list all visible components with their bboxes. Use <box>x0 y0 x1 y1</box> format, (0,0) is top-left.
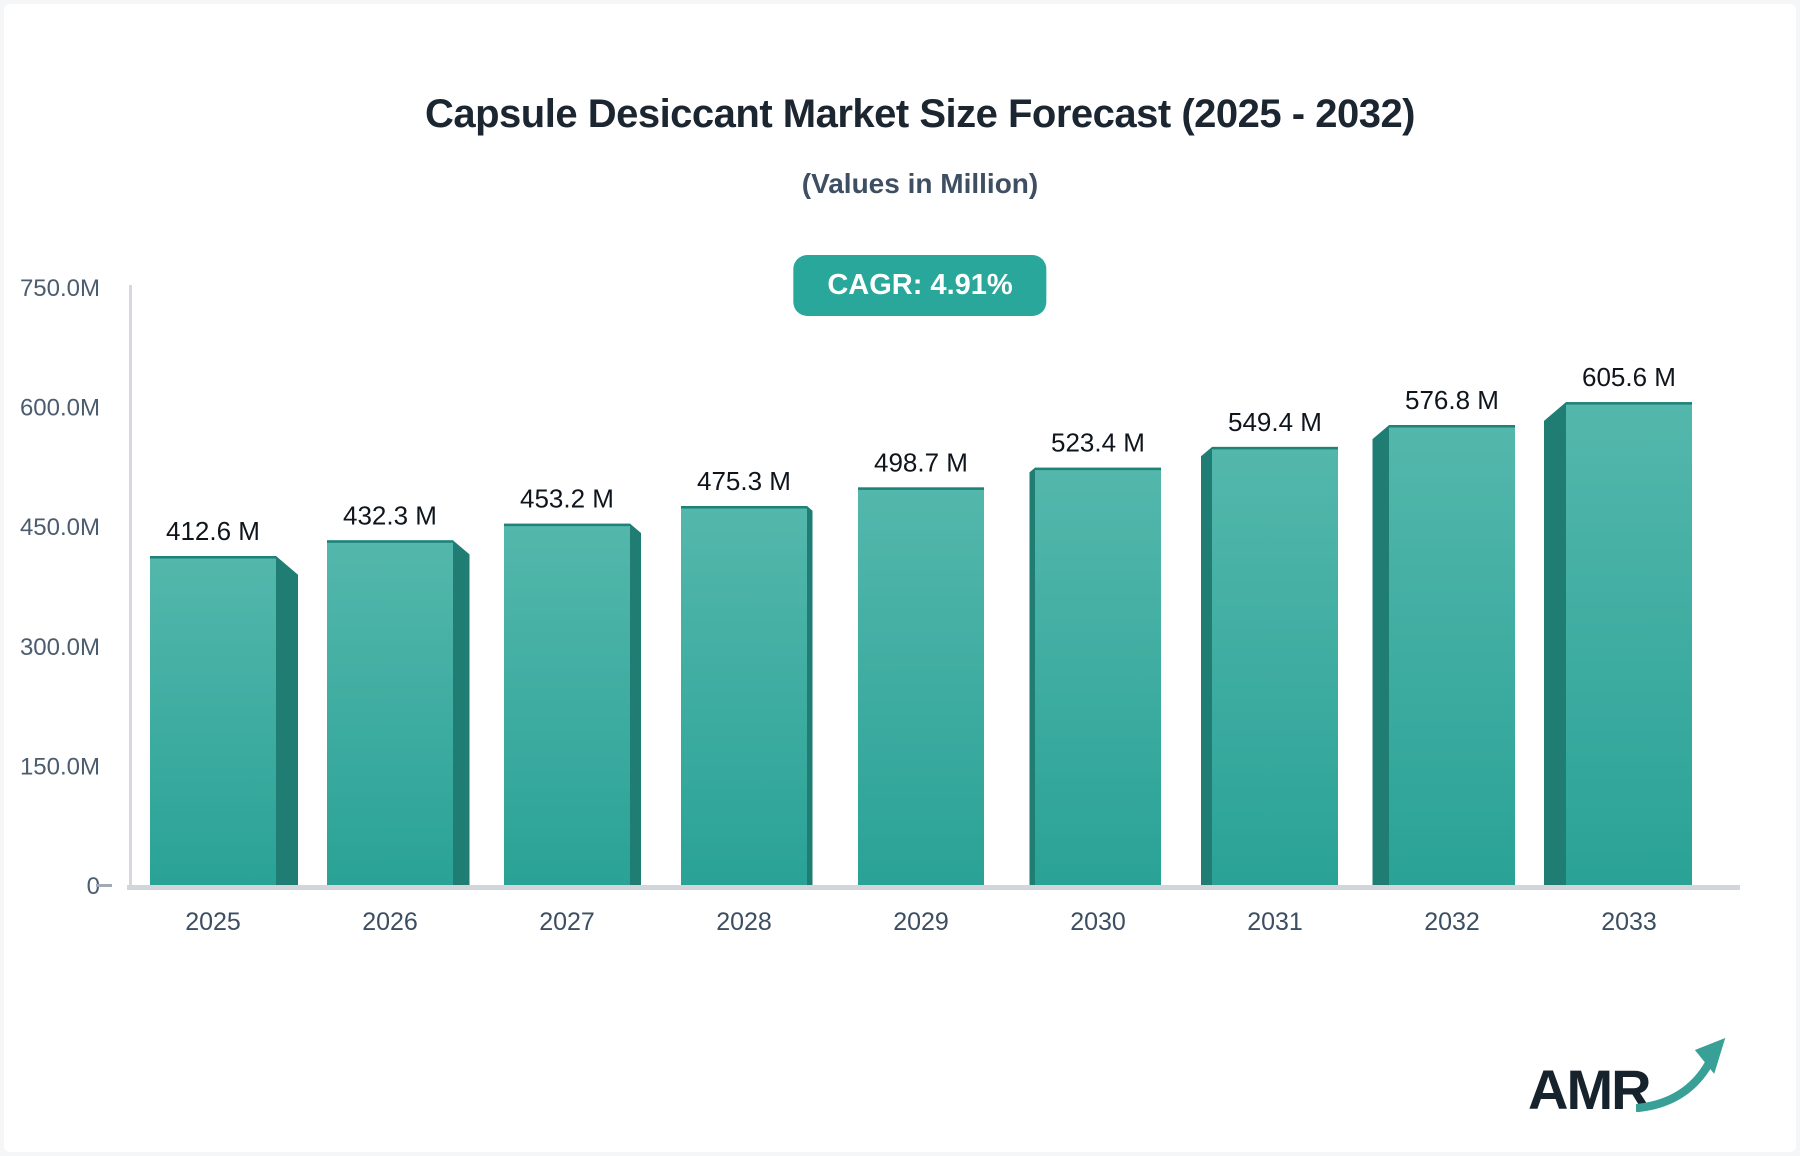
x-tick-label: 2030 <box>1070 908 1126 936</box>
bar-side-face <box>1201 446 1212 885</box>
bar-front-face <box>1035 467 1161 885</box>
bar-front-face <box>504 523 630 885</box>
bar-2030[interactable]: 523.4 M 2030 <box>1029 428 1162 936</box>
bar-value-label: 432.3 M <box>343 500 437 530</box>
bar-value-label: 453.2 M <box>520 484 614 514</box>
amr-logo-text: AMR <box>1528 1058 1652 1121</box>
bar-side-face <box>276 556 298 885</box>
chart-subtitle: (Values in Million) <box>801 168 1039 199</box>
bar-2025[interactable]: 412.6 M 2025 <box>150 516 298 936</box>
y-tick-label: 450.0M <box>20 514 100 541</box>
bar-value-label: 605.6 M <box>1582 362 1676 392</box>
bar-2026[interactable]: 432.3 M 2026 <box>327 500 470 936</box>
x-tick-label: 2033 <box>1601 908 1657 936</box>
x-tick-label: 2029 <box>893 908 949 936</box>
cagr-badge: CAGR: 4.91% <box>793 255 1047 316</box>
y-tick-label: 300.0M <box>20 634 100 661</box>
x-tick-label: 2028 <box>716 908 772 936</box>
bar-front-face <box>681 506 807 885</box>
x-tick-label: 2027 <box>539 908 595 936</box>
bar-front-face <box>1566 402 1692 885</box>
bar-value-label: 412.6 M <box>166 516 260 546</box>
y-axis-line <box>129 285 132 890</box>
bar-side-face <box>453 540 470 885</box>
bar-2033[interactable]: 605.6 M 2033 <box>1544 362 1692 936</box>
bar-side-face <box>630 523 641 885</box>
bar-front-face <box>858 487 984 885</box>
bar-front-face <box>1389 425 1515 885</box>
x-tick-label: 2025 <box>185 908 241 936</box>
x-axis-line <box>127 885 1740 890</box>
bar-2029[interactable]: 498.7 M 2029 <box>858 447 984 936</box>
x-tick-label: 2026 <box>362 908 418 936</box>
bar-value-label: 576.8 M <box>1405 385 1499 415</box>
x-tick-label: 2032 <box>1424 908 1480 936</box>
trend-up-arrow-icon <box>1635 1038 1725 1113</box>
bar-value-label: 523.4 M <box>1051 428 1145 458</box>
bar-2028[interactable]: 475.3 M 2028 <box>681 466 813 936</box>
x-tick-label: 2031 <box>1247 908 1303 936</box>
bar-value-label: 475.3 M <box>697 466 791 496</box>
y-tick-label: 150.0M <box>20 753 100 780</box>
bar-value-label: 549.4 M <box>1228 407 1322 437</box>
bar-front-face <box>150 556 276 885</box>
bar-front-face <box>327 540 453 885</box>
bar-side-face <box>807 506 813 885</box>
y-tick-label: 750.0M <box>20 275 100 302</box>
y-tick-label: 600.0M <box>20 395 100 422</box>
amr-logo: AMR <box>1528 1030 1728 1118</box>
bar-2027[interactable]: 453.2 M 2027 <box>504 484 641 936</box>
chart-title: Capsule Desiccant Market Size Forecast (… <box>424 92 1416 136</box>
bar-2031[interactable]: 549.4 M 2031 <box>1201 407 1338 936</box>
bar-side-face <box>1372 425 1389 885</box>
bar-side-face <box>1544 402 1566 885</box>
bar-front-face <box>1212 446 1338 885</box>
bar-side-face <box>1029 467 1035 885</box>
y-tick-label: 0 <box>87 873 100 900</box>
bar-value-label: 498.7 M <box>874 447 968 477</box>
bar-2032[interactable]: 576.8 M 2032 <box>1372 385 1516 936</box>
